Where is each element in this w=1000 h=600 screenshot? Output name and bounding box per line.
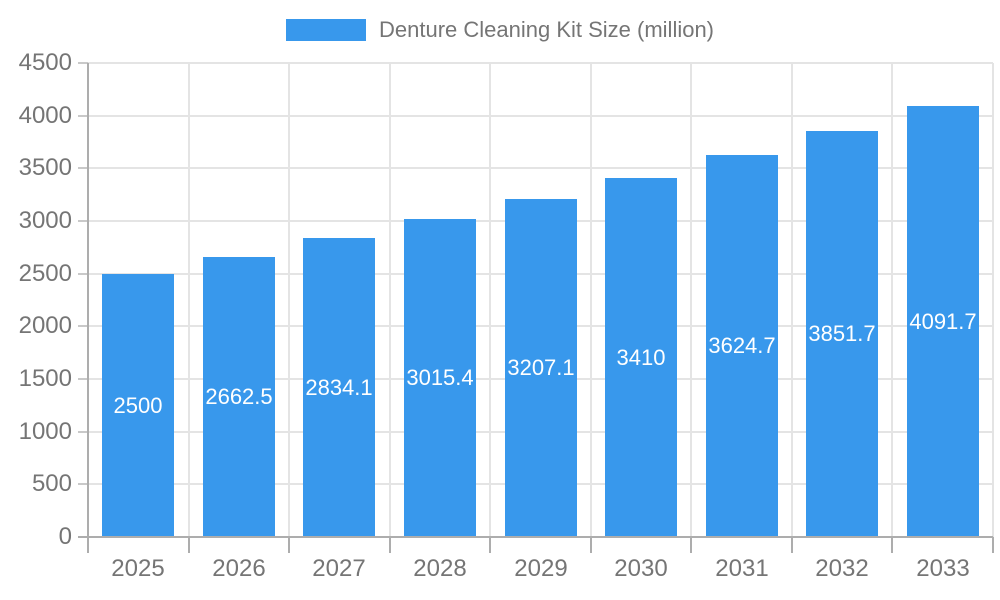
x-category-label: 2028	[413, 555, 467, 582]
bar-2033[interactable]: 4091.7	[907, 106, 979, 537]
bar-value-label: 2834.1	[305, 374, 373, 400]
y-tick-label: 0	[58, 523, 72, 550]
x-tick	[791, 537, 793, 553]
x-category-label: 2033	[916, 555, 970, 582]
y-tick-label: 2500	[18, 260, 72, 287]
bar-value-label: 2500	[113, 392, 163, 418]
x-tick	[389, 537, 391, 553]
bar-2026[interactable]: 2662.5	[203, 257, 275, 537]
bar-value-label: 3851.7	[808, 321, 876, 346]
y-tick	[78, 431, 88, 433]
bar-2031[interactable]: 3624.7	[706, 155, 778, 537]
bar-value-label: 3207.1	[507, 355, 575, 380]
x-axis-line	[78, 536, 993, 538]
v-gridline	[389, 63, 391, 537]
v-gridline	[590, 63, 592, 537]
x-tick	[489, 537, 491, 553]
x-category-label: 2030	[614, 555, 668, 582]
x-tick	[992, 537, 994, 553]
x-tick	[891, 537, 893, 553]
v-gridline	[690, 63, 692, 537]
y-tick	[78, 378, 88, 380]
bar-2027[interactable]: 2834.1	[303, 238, 375, 537]
y-tick	[78, 167, 88, 169]
bar-2030[interactable]: 3410	[605, 178, 677, 537]
y-tick-label: 2000	[18, 312, 72, 339]
v-gridline	[489, 63, 491, 537]
x-tick	[87, 537, 89, 553]
v-gridline	[791, 63, 793, 537]
y-tick-label: 4500	[18, 49, 72, 76]
bar-2028[interactable]: 3015.4	[404, 219, 476, 537]
v-gridline	[891, 63, 893, 537]
y-tick-label: 500	[31, 470, 72, 497]
bar-value-label: 3015.4	[406, 365, 474, 390]
x-category-label: 2025	[111, 555, 165, 582]
bar-value-label: 2662.5	[205, 384, 273, 409]
y-tick	[78, 273, 88, 275]
x-tick	[590, 537, 592, 553]
y-tick	[78, 62, 88, 64]
x-category-label: 2029	[514, 555, 568, 582]
h-gridline	[88, 115, 993, 117]
y-tick-label: 3000	[18, 207, 72, 234]
y-tick	[78, 115, 88, 117]
x-tick	[188, 537, 190, 553]
y-tick	[78, 483, 88, 485]
v-gridline	[188, 63, 190, 537]
x-tick	[288, 537, 290, 553]
v-gridline	[992, 63, 994, 537]
bar-value-label: 4091.7	[909, 308, 977, 334]
x-category-label: 2026	[212, 555, 266, 582]
y-axis-line	[87, 63, 89, 553]
y-tick	[78, 325, 88, 327]
x-category-label: 2031	[715, 555, 769, 582]
y-tick-label: 3500	[18, 154, 72, 181]
legend-swatch	[285, 19, 366, 41]
y-tick-label: 4000	[18, 102, 72, 129]
v-gridline	[288, 63, 290, 537]
legend-label: Denture Cleaning Kit Size (million)	[378, 17, 715, 42]
h-gridline	[88, 167, 993, 169]
bar-2032[interactable]: 3851.7	[806, 131, 878, 537]
h-gridline	[88, 62, 993, 64]
x-category-label: 2027	[312, 555, 366, 582]
x-tick	[690, 537, 692, 553]
bar-value-label: 3624.7	[708, 333, 776, 358]
bar-value-label: 3410	[616, 344, 666, 370]
x-category-label: 2032	[815, 555, 869, 582]
legend-item[interactable]: Denture Cleaning Kit Size (million)	[0, 17, 1000, 43]
y-tick	[78, 220, 88, 222]
y-tick-label: 1500	[18, 365, 72, 392]
bar-2025[interactable]: 2500	[102, 274, 174, 537]
bar-2029[interactable]: 3207.1	[505, 199, 577, 537]
y-tick-label: 1000	[18, 418, 72, 445]
